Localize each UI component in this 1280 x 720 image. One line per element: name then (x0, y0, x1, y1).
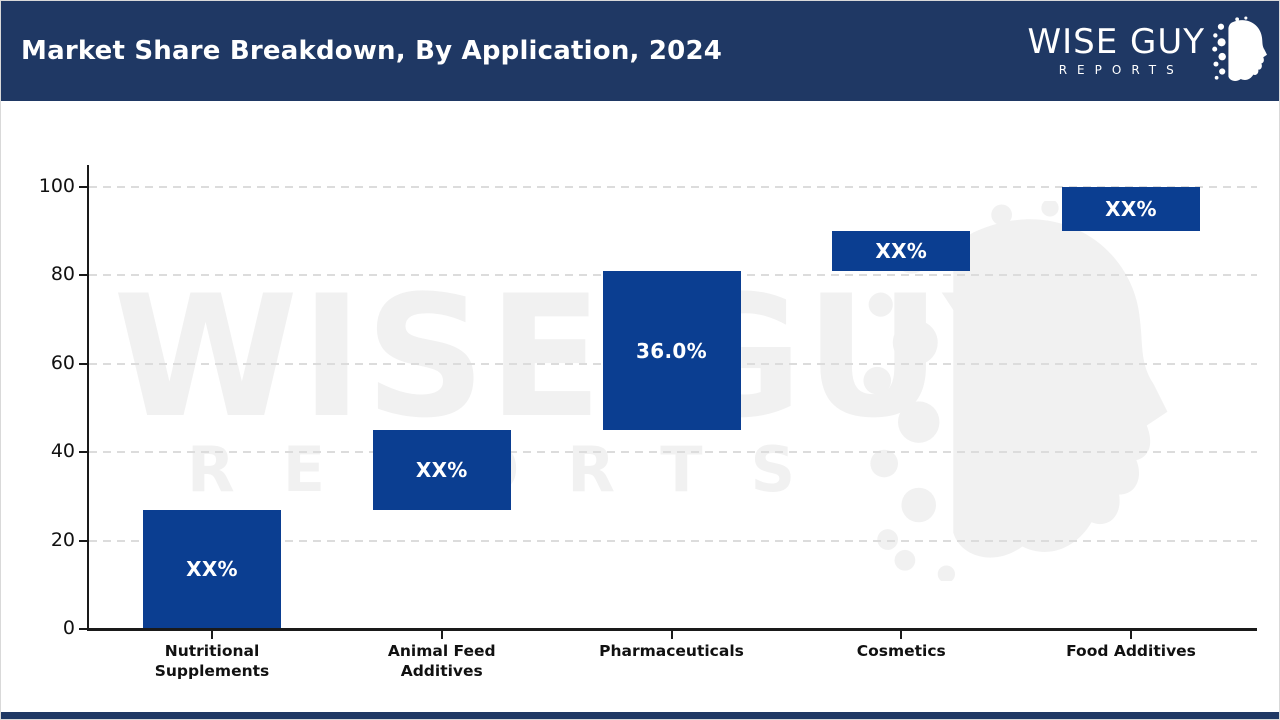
bar-value-label: 36.0% (636, 338, 707, 363)
y-tickmark (79, 186, 87, 188)
y-tick-label: 60 (50, 351, 75, 374)
y-tickmark (79, 362, 87, 365)
x-category-label-line: Supplements (154, 662, 270, 680)
x-category-label: Food Additives (1011, 641, 1251, 661)
x-axis-line (87, 628, 1257, 631)
x-category-label-line: Additives (400, 662, 483, 680)
x-category-label-line: Cosmetics (856, 642, 946, 660)
x-category-label: Pharmaceuticals (552, 641, 792, 661)
y-tick-label: 20 (50, 528, 75, 551)
y-tick-label: 0 (62, 617, 75, 639)
x-category-label-line: Nutritional (164, 642, 260, 660)
x-tickmark (211, 631, 213, 639)
brand-logo: WISE GUY REPORTS (1027, 11, 1267, 91)
bar-nutritional-supplements: XX% (143, 509, 281, 629)
y-tickmark (79, 274, 87, 277)
bar-value-label: XX% (415, 457, 468, 482)
bar-pharmaceuticals: 36.0% (602, 270, 741, 431)
x-tickmark (670, 631, 673, 639)
x-tickmark (1130, 631, 1132, 639)
header-band: Market Share Breakdown, By Application, … (1, 1, 1279, 101)
x-category-label: Animal Feed Additives (322, 641, 562, 681)
y-tickmark (79, 628, 87, 630)
x-category-label-line: Pharmaceuticals (599, 642, 744, 660)
bar-food-additives: XX% (1062, 187, 1200, 232)
brand-logo-text: WISE GUY REPORTS (1027, 25, 1205, 77)
x-category-label: Cosmetics (781, 641, 1021, 661)
bar-animal-feed-additives: XX% (372, 430, 511, 510)
y-tick-label: 40 (50, 440, 75, 463)
footer-strip (1, 712, 1279, 719)
logo-subtext: REPORTS (1058, 63, 1184, 77)
y-tick-label: 100 (38, 175, 75, 197)
x-tickmark (440, 631, 443, 639)
x-category-label: Nutritional Supplements (92, 641, 332, 681)
gridline (89, 539, 1257, 542)
gridline (89, 451, 1257, 454)
x-category-label-line: Food Additives (1066, 642, 1196, 660)
y-tickmark (79, 539, 87, 542)
logo-wordmark: WISE GUY (1027, 22, 1205, 62)
y-tickmark (79, 451, 87, 454)
bar-cosmetics: XX% (832, 231, 971, 271)
watermark-subtext: REPORTS (187, 433, 844, 506)
gridline (89, 186, 1257, 188)
y-axis-line (87, 164, 89, 631)
bar-value-label: XX% (875, 239, 928, 264)
y-tick-label: 80 (50, 263, 75, 286)
x-category-label-line: Animal Feed (387, 642, 496, 660)
x-tickmark (900, 631, 903, 639)
logo-face-icon (1212, 16, 1267, 82)
bar-value-label: XX% (186, 557, 238, 582)
page-title: Market Share Breakdown, By Application, … (21, 36, 723, 66)
bar-value-label: XX% (1105, 197, 1157, 222)
